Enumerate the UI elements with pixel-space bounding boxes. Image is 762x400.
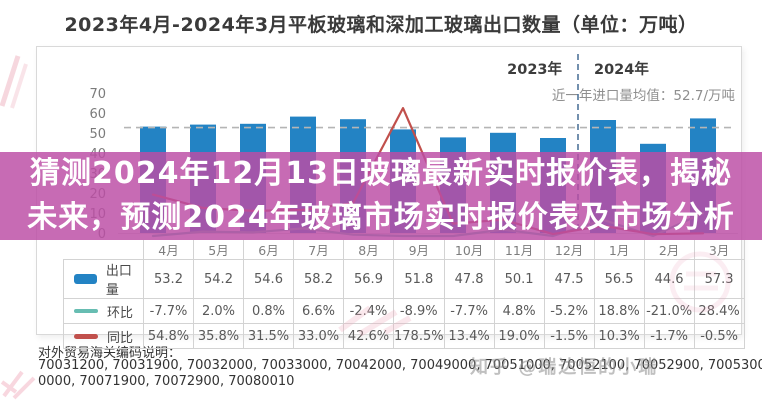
value-cell: -1.7% [643, 323, 695, 349]
value-cell: 56.9 [343, 259, 394, 299]
series-legend-cell: 出口量 [63, 259, 144, 299]
value-cell: 54.2 [193, 259, 244, 299]
value-cell: -8.9% [393, 298, 445, 324]
month-header-cell: 4月 [143, 240, 194, 260]
series-swatch-icon [74, 274, 97, 284]
series-swatch-icon [74, 333, 98, 339]
value-cell: 13.4% [443, 323, 495, 349]
month-header-cell: 5月 [193, 240, 244, 260]
value-cell: 33.0% [293, 323, 344, 349]
table-row-出口量: 出口量 53.2 54.2 54.6 58.2 56.9 51.8 47.8 50.1 47.5 5… [63, 259, 745, 299]
month-header-cell: 10月 [443, 240, 495, 260]
y-tick-label: 60 [89, 107, 106, 122]
watermark-text: 知乎 @瑞达恒的小瑞 [470, 357, 659, 378]
customs-note-label: 对外贸易海关编码说明： [38, 346, 182, 361]
series-swatch-icon [74, 309, 98, 313]
value-cell: 47.8 [443, 259, 495, 299]
series-label: 环比 [107, 305, 134, 321]
month-header-cell: 6月 [243, 240, 294, 260]
customs-codes-line2: 0000, 70071900, 70072900, 70080010 [38, 374, 295, 389]
banner-line-1: 猜测2024年12月13日玻璃最新实时报价表，揭秘 [30, 156, 732, 191]
month-header-cell: 7月 [293, 240, 344, 260]
month-header-cell: 11月 [493, 240, 545, 260]
month-header-cell: 12月 [543, 240, 595, 260]
value-cell: -2.4% [343, 298, 394, 324]
value-cell: 6.6% [293, 298, 344, 324]
value-cell: 42.6% [343, 323, 394, 349]
value-cell: 56.5 [593, 259, 645, 299]
value-cell: 51.8 [393, 259, 445, 299]
value-cell: 178.5% [393, 323, 445, 349]
table-corner-cell [63, 240, 144, 260]
month-header-cell: 9月 [393, 240, 445, 260]
value-cell: -7.7% [143, 298, 194, 324]
value-cell: 47.5 [543, 259, 595, 299]
value-cell: 18.8% [593, 298, 645, 324]
series-legend-cell: 环比 [63, 298, 144, 324]
value-cell: 53.2 [143, 259, 194, 299]
series-legend-cell: 同比 [63, 323, 144, 349]
value-cell: 28.4% [693, 298, 745, 324]
legend-year-2024: 2024年 [594, 60, 649, 78]
month-header-cell: 2月 [643, 240, 695, 260]
table-header-row: 4月 5月 6月 7月 8月 9月 10月 11月 12月 1月 2月 3月 [63, 240, 745, 260]
month-header-cell: 8月 [343, 240, 394, 260]
table-row-同比: 同比 54.8% 35.8% 31.5% 33.0% 42.6% 178.5% 13.4% 19… [63, 323, 745, 349]
value-cell: -0.5% [693, 323, 745, 349]
value-cell: 35.8% [193, 323, 244, 349]
overlay-banner: 猜测2024年12月13日玻璃最新实时报价表，揭秘 未来，预测2024年玻璃市场… [0, 152, 762, 240]
value-cell: -7.7% [443, 298, 495, 324]
value-cell: 54.6 [243, 259, 294, 299]
data-table: 4月 5月 6月 7月 8月 9月 10月 11月 12月 1月 2月 3月 出口量 53.2 54.2 54… [63, 240, 745, 349]
value-cell: -1.5% [543, 323, 595, 349]
value-cell: 4.8% [493, 298, 545, 324]
month-header-cell: 1月 [593, 240, 645, 260]
value-cell: 31.5% [243, 323, 294, 349]
value-cell: 57.3 [693, 259, 745, 299]
legend-year-2023: 2023年 [507, 60, 562, 78]
y-tick-label: 50 [89, 127, 106, 142]
customs-codes-line1: 70031200, 70031900, 70032000, 70033000, … [38, 358, 762, 373]
mean-line-label: 近一年进口量均值：52.7/万吨 [552, 88, 735, 104]
value-cell: 50.1 [493, 259, 545, 299]
value-cell: 19.0% [493, 323, 545, 349]
value-cell: 44.6 [643, 259, 695, 299]
month-header-cell: 3月 [693, 240, 745, 260]
value-cell: 58.2 [293, 259, 344, 299]
value-cell: -5.2% [543, 298, 595, 324]
table-row-环比: 环比 -7.7% 2.0% 0.8% 6.6% -2.4% -8.9% -7.7% 4.8% -5… [63, 298, 745, 324]
value-cell: 54.8% [143, 323, 194, 349]
y-tick-label: 70 [89, 87, 106, 102]
value-cell: 0.8% [243, 298, 294, 324]
value-cell: -21.0% [643, 298, 695, 324]
banner-line-2: 未来，预测2024年玻璃市场实时报价表及市场分析 [27, 200, 735, 235]
value-cell: 2.0% [193, 298, 244, 324]
series-label: 出口量 [105, 264, 132, 298]
chart-title: 2023年4月-2024年3月平板玻璃和深加工玻璃出口数量（单位：万吨） [64, 14, 698, 36]
value-cell: 10.3% [593, 323, 645, 349]
series-label: 同比 [107, 330, 134, 346]
